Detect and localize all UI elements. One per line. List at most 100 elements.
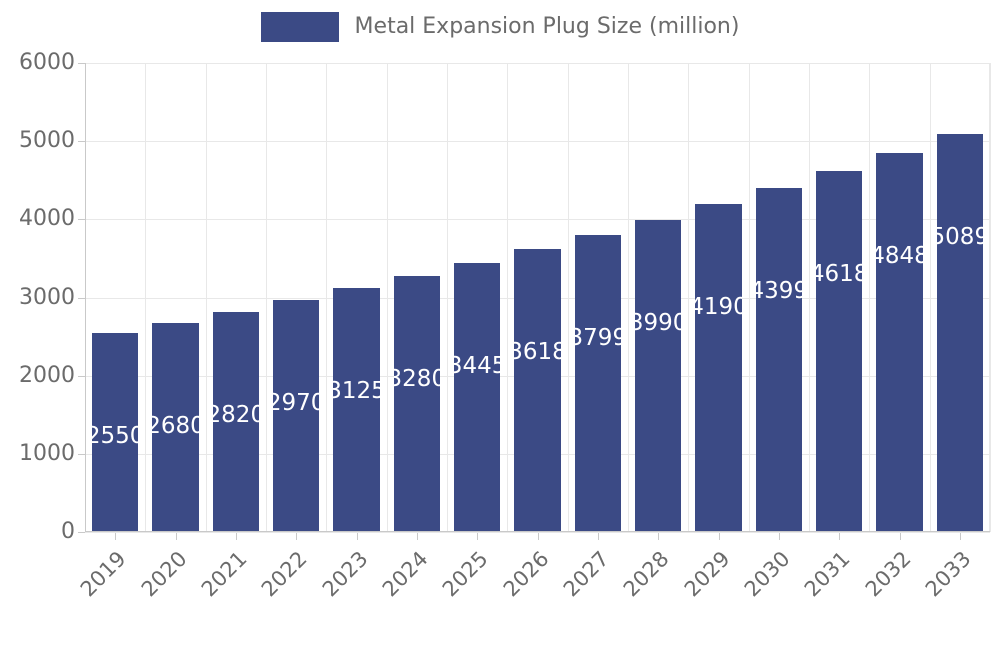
y-axis-line	[85, 63, 86, 532]
gridline-vertical	[447, 63, 448, 532]
bar[interactable]	[876, 153, 923, 532]
y-axis-tick-mark	[78, 219, 85, 221]
x-axis-tick-mark	[658, 533, 660, 540]
gridline-vertical	[145, 63, 146, 532]
bar-column[interactable]: 4618	[816, 63, 863, 532]
x-axis-tick-mark	[959, 533, 961, 540]
y-axis-tick-mark	[78, 63, 85, 64]
gridline-horizontal	[85, 532, 990, 533]
chart-legend: Metal Expansion Plug Size (million)	[0, 12, 1000, 42]
bar-column[interactable]: 5089	[936, 63, 983, 532]
bar-column[interactable]: 3990	[635, 63, 682, 532]
x-axis-tick-mark	[537, 533, 539, 540]
y-axis-tick-label: 5000	[19, 128, 75, 154]
x-axis-tick-mark	[356, 533, 358, 540]
bar-column[interactable]: 2820	[212, 63, 259, 532]
bar-column[interactable]: 4848	[876, 63, 923, 532]
bar[interactable]	[454, 262, 501, 532]
bar-column[interactable]: 3799	[574, 63, 621, 532]
gridline-horizontal	[85, 141, 990, 143]
x-axis-tick-mark	[175, 533, 177, 540]
gridline-horizontal	[85, 63, 990, 64]
y-axis-tick-label: 0	[61, 519, 75, 544]
y-axis-tick-mark	[78, 141, 85, 143]
gridline-vertical	[869, 63, 870, 532]
bar-value-label: 2820	[212, 401, 259, 428]
x-axis-tick-mark	[899, 533, 901, 540]
gridline-vertical	[326, 63, 327, 532]
bar-value-label: 5089	[936, 224, 983, 251]
bar[interactable]	[273, 299, 320, 532]
gridline-horizontal	[85, 219, 990, 221]
gridline-vertical	[206, 63, 207, 532]
bar[interactable]	[695, 204, 742, 532]
bar-value-label: 3445	[454, 352, 501, 379]
gridline-vertical	[688, 63, 689, 532]
legend-swatch-icon	[260, 12, 339, 42]
bar-value-label: 2550	[92, 422, 139, 449]
bar[interactable]	[212, 311, 259, 532]
y-axis-tick-mark	[78, 375, 85, 377]
bar-value-label: 4399	[755, 278, 802, 305]
bar-column[interactable]: 3280	[393, 63, 440, 532]
gridline-vertical	[387, 63, 388, 532]
gridline-vertical	[266, 63, 267, 532]
bar-value-label: 3618	[514, 339, 561, 366]
bar-column[interactable]: 2550	[92, 63, 139, 532]
bar-column[interactable]: 3125	[333, 63, 380, 532]
bar-value-label: 4190	[695, 294, 742, 321]
plot-right-edge	[989, 63, 990, 532]
bar[interactable]	[574, 235, 621, 532]
bar[interactable]	[152, 322, 199, 532]
bar[interactable]	[393, 275, 440, 532]
bar-column[interactable]: 2680	[152, 63, 199, 532]
x-axis-tick-mark	[115, 533, 117, 540]
x-axis-tick-mark	[235, 533, 237, 540]
bar-column[interactable]: 3618	[514, 63, 561, 532]
x-axis-tick-mark	[477, 533, 479, 540]
gridline-vertical	[990, 63, 991, 532]
x-axis-tick-mark	[597, 533, 599, 540]
bar[interactable]	[936, 134, 983, 532]
bar[interactable]	[816, 171, 863, 532]
y-axis-tick-label: 3000	[19, 284, 75, 310]
bar[interactable]	[333, 287, 380, 532]
y-axis-tick-mark	[78, 532, 85, 533]
bar-column[interactable]: 3445	[454, 63, 501, 532]
gridline-vertical	[809, 63, 810, 532]
x-axis-tick-mark	[718, 533, 720, 540]
gridline-vertical	[507, 63, 508, 532]
bar-chart: Metal Expansion Plug Size (million) 0 100…	[0, 12, 1000, 601]
y-axis-tick-label: 2000	[19, 362, 75, 388]
bar-column[interactable]: 2970	[273, 63, 320, 532]
y-axis-tick-label: 1000	[19, 440, 75, 466]
x-axis-line	[85, 531, 990, 532]
gridline-vertical	[930, 63, 931, 532]
bar[interactable]	[92, 332, 139, 532]
bar-value-label: 3990	[635, 310, 682, 337]
legend-entry[interactable]: Metal Expansion Plug Size (million)	[260, 12, 739, 42]
y-axis-tick-mark	[78, 297, 85, 299]
y-axis-tick-mark	[78, 453, 85, 455]
x-axis-tick-mark	[416, 533, 418, 540]
y-axis-tick-label: 6000	[19, 50, 75, 75]
gridline-vertical	[628, 63, 629, 532]
gridline-vertical	[749, 63, 750, 532]
bar-value-label: 4848	[876, 243, 923, 270]
bar-value-label: 3799	[574, 325, 621, 352]
bar[interactable]	[635, 220, 682, 532]
bar-value-label: 4618	[816, 261, 863, 288]
bar-column[interactable]: 4190	[695, 63, 742, 532]
bar-column[interactable]: 4399	[755, 63, 802, 532]
bar-value-label: 3280	[393, 365, 440, 392]
x-axis-tick-mark	[778, 533, 780, 540]
plot-area: 2550 2680 2820 2970 3125 3280 3445 3618 3799 3990…	[85, 63, 991, 533]
bar[interactable]	[755, 188, 802, 532]
bar[interactable]	[514, 249, 561, 532]
x-axis-tick-mark	[296, 533, 298, 540]
bar-value-label: 2680	[152, 412, 199, 439]
bar-value-label: 2970	[273, 389, 320, 416]
bar-value-label: 3125	[333, 377, 380, 404]
y-axis-tick-label: 4000	[19, 206, 75, 232]
gridline-vertical	[568, 63, 569, 532]
